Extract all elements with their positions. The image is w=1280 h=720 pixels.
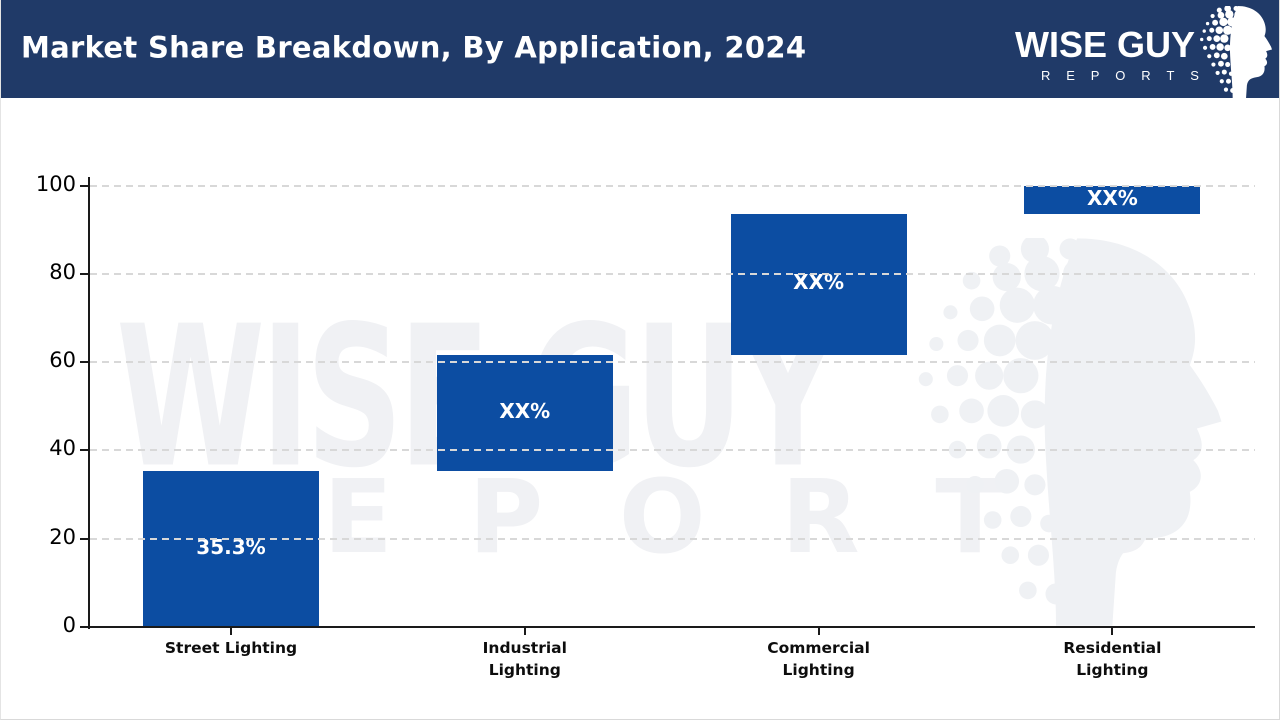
watermark-face-graphic xyxy=(873,238,1225,626)
bar-residential-lighting xyxy=(1024,185,1201,214)
bar-industrial-lighting xyxy=(436,355,613,472)
letter: R xyxy=(781,458,860,577)
category-label-2: Industrial Lighting xyxy=(482,639,567,679)
x-tick-4 xyxy=(1111,628,1114,635)
bar-value-label: XX% xyxy=(499,399,551,424)
logo-wordmark: WISE GUY xyxy=(1015,24,1196,65)
category-label-4: Residential Lighting xyxy=(1063,639,1162,679)
y-tick-100 xyxy=(80,184,88,187)
x-tick-1 xyxy=(230,628,232,635)
letter: O xyxy=(618,458,706,577)
category-label-3: Commercial Lighting xyxy=(767,639,870,679)
y-tick-label-60: 60 xyxy=(49,348,76,373)
letter: S xyxy=(1190,68,1199,83)
letter: T xyxy=(1166,68,1175,83)
bar-street-lighting xyxy=(143,471,319,627)
category-label-1: Street Lighting xyxy=(164,639,298,657)
y-tick-80 xyxy=(80,272,88,275)
logo-face-icon xyxy=(1189,6,1273,98)
header-bar: Market Share Breakdown, By Application, … xyxy=(1,0,1279,98)
y-tick-label-0: 0 xyxy=(62,613,76,637)
gridline-20 xyxy=(90,537,1255,540)
bar-commercial-lighting xyxy=(730,213,907,356)
y-tick-label-40: 40 xyxy=(49,436,76,461)
y-tick-0 xyxy=(80,626,88,628)
letter: E xyxy=(323,458,393,577)
letter: E xyxy=(1066,68,1075,83)
x-tick-3 xyxy=(817,628,820,635)
letter: O xyxy=(1115,68,1126,83)
bar-value-label: XX% xyxy=(1086,185,1138,210)
gridline-80 xyxy=(90,272,1255,275)
letter: R xyxy=(1041,68,1051,83)
gridline-60 xyxy=(90,361,1255,364)
y-axis-spine xyxy=(88,176,90,629)
x-tick-2 xyxy=(523,628,526,635)
letter: P xyxy=(468,458,544,577)
letter: P xyxy=(1090,68,1100,83)
letter: R xyxy=(1141,68,1151,83)
y-tick-label-100: 100 xyxy=(35,171,76,196)
y-tick-20 xyxy=(80,537,88,540)
gridline-100 xyxy=(90,184,1255,187)
y-tick-label-20: 20 xyxy=(49,524,76,549)
chart-title: Market Share Breakdown, By Application, … xyxy=(21,30,807,65)
y-tick-40 xyxy=(80,449,88,452)
y-tick-60 xyxy=(80,361,88,364)
x-axis-spine xyxy=(88,626,1255,628)
y-tick-label-80: 80 xyxy=(49,259,76,284)
gridline-40 xyxy=(90,449,1255,452)
